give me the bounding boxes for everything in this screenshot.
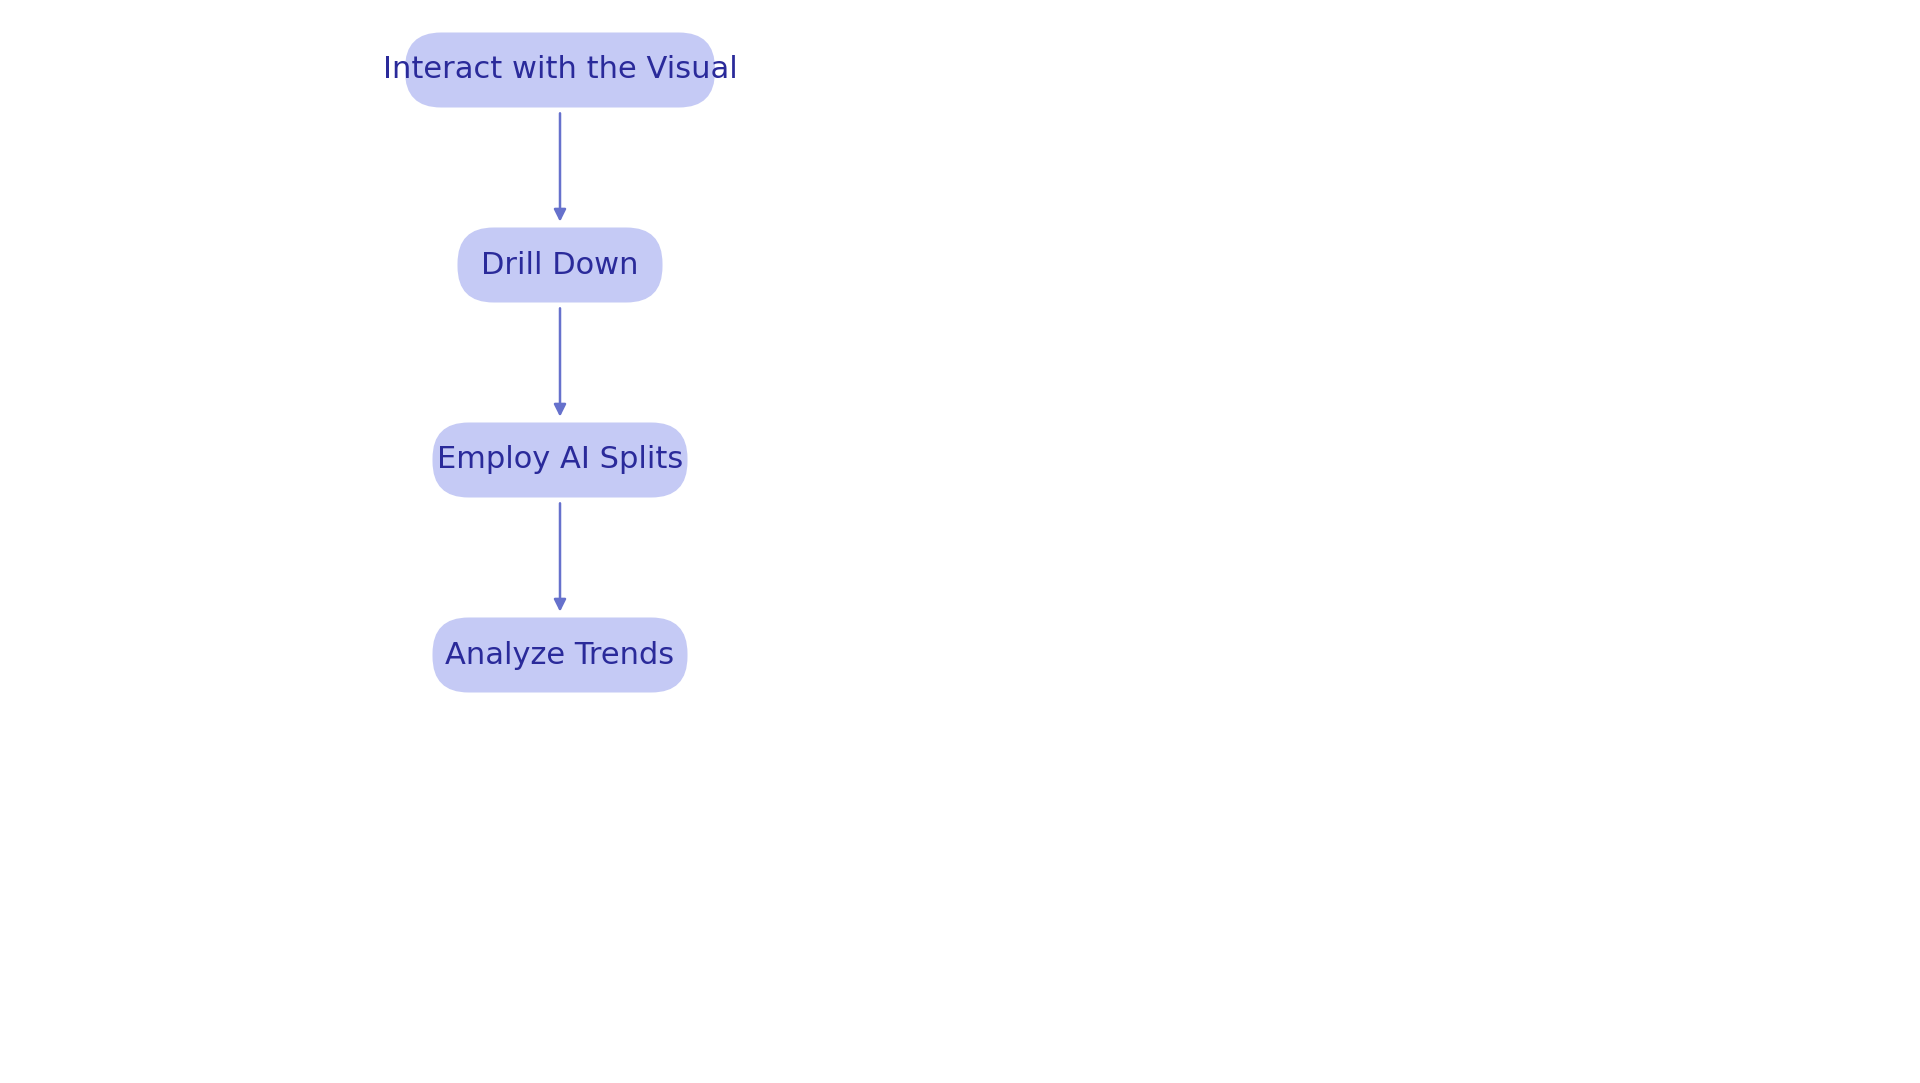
FancyBboxPatch shape: [432, 422, 687, 497]
Text: Employ AI Splits: Employ AI Splits: [438, 445, 684, 474]
FancyBboxPatch shape: [432, 617, 687, 692]
FancyBboxPatch shape: [405, 32, 714, 107]
Text: Interact with the Visual: Interact with the Visual: [382, 55, 737, 84]
FancyBboxPatch shape: [457, 227, 662, 302]
Text: Analyze Trends: Analyze Trends: [445, 640, 674, 669]
Text: Drill Down: Drill Down: [482, 250, 639, 279]
